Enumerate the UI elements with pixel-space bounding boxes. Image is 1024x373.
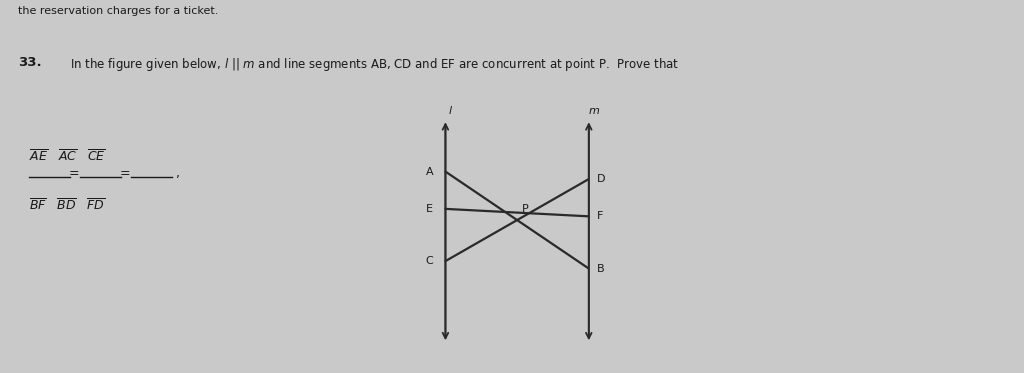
Text: $\overline{AE}$   $\overline{AC}$   $\overline{CE}$: $\overline{AE}$ $\overline{AC}$ $\overli…	[29, 149, 105, 165]
Text: $m$: $m$	[588, 106, 600, 116]
Text: C: C	[425, 256, 433, 266]
Text: =: =	[120, 167, 130, 180]
Text: A: A	[426, 167, 433, 176]
Text: $\overline{BF}$   $\overline{BD}$   $\overline{FD}$: $\overline{BF}$ $\overline{BD}$ $\overli…	[29, 198, 105, 214]
Text: D: D	[597, 174, 605, 184]
Text: =: =	[69, 167, 79, 180]
Text: In the figure given below, $l$ || $m$ and line segments AB, CD and EF are concur: In the figure given below, $l$ || $m$ an…	[70, 56, 679, 73]
Text: $l$: $l$	[449, 104, 453, 116]
Text: 33.: 33.	[18, 56, 42, 69]
Text: the reservation charges for a ticket.: the reservation charges for a ticket.	[18, 6, 219, 16]
Text: F: F	[597, 211, 603, 221]
Text: ,: ,	[176, 167, 180, 180]
Text: E: E	[426, 204, 433, 214]
Text: P: P	[522, 204, 529, 214]
Text: B: B	[597, 264, 604, 273]
